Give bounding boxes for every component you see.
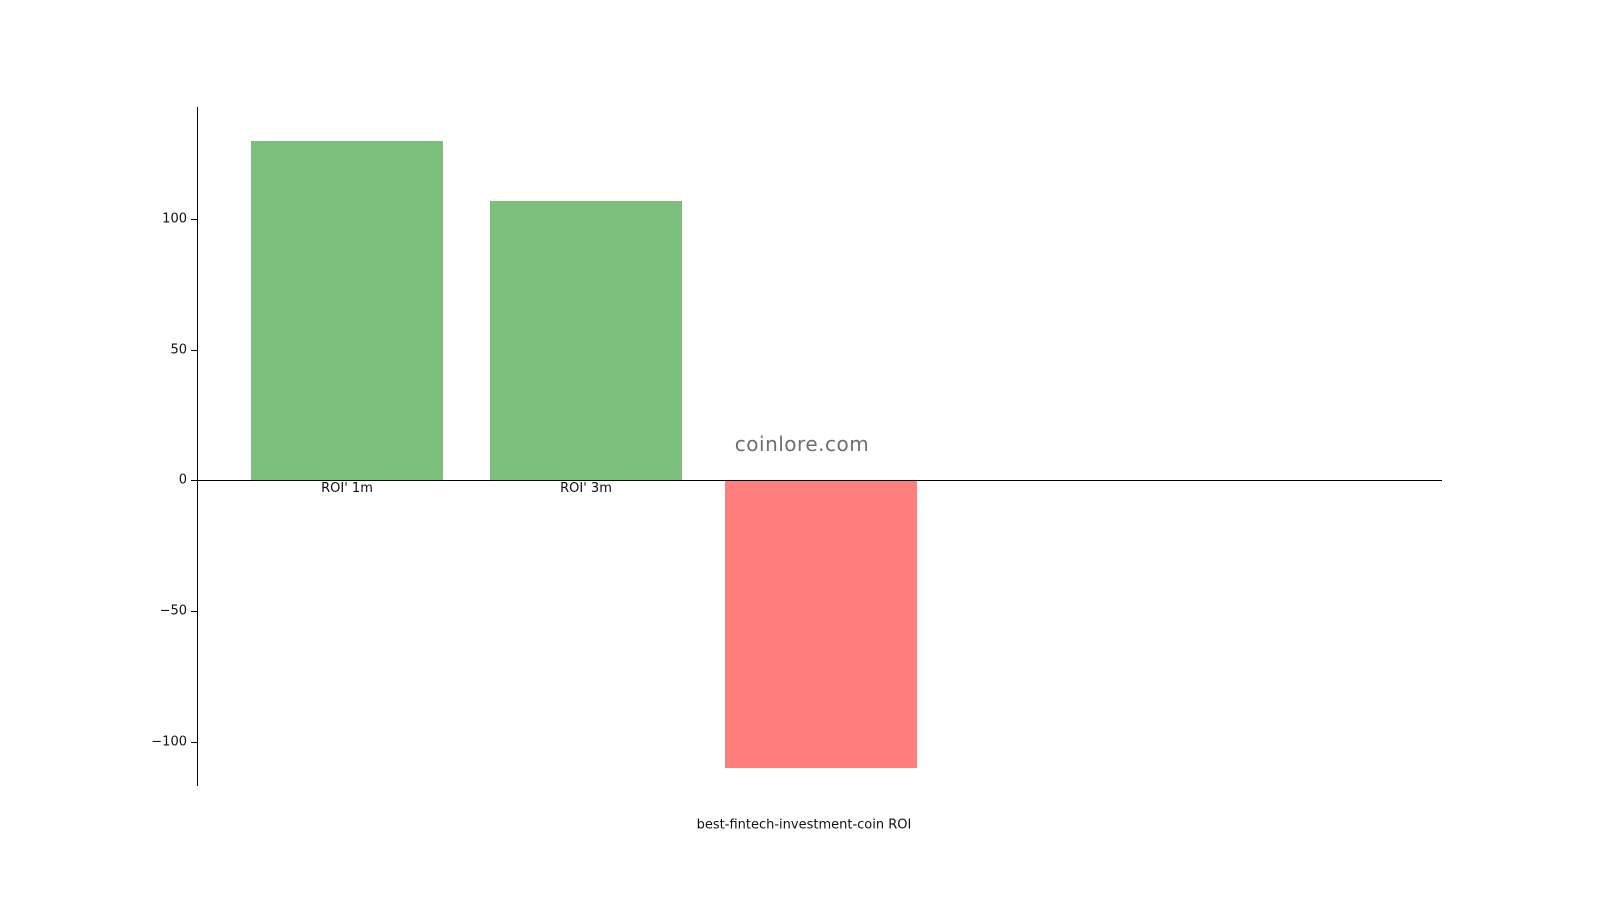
x-tick-label: ROI' 1m: [321, 481, 373, 496]
y-tick-mark: [191, 219, 197, 220]
watermark-text: coinlore.com: [734, 432, 870, 456]
y-tick-label: −100: [151, 734, 187, 750]
chart-title: best-fintech-investment-coin ROI: [696, 817, 912, 833]
y-tick-mark: [191, 742, 197, 743]
x-tick-label: ROI' 3m: [560, 481, 612, 496]
x-axis-spine: [197, 480, 1442, 481]
bar-unlabeled-2: [725, 480, 917, 768]
y-tick-mark: [191, 480, 197, 481]
y-tick-label: −50: [159, 603, 187, 619]
y-tick-label: 50: [170, 342, 187, 358]
bar-roi-1m: [251, 141, 443, 480]
y-tick-mark: [191, 611, 197, 612]
y-tick-mark: [191, 350, 197, 351]
y-tick-label: 100: [162, 211, 187, 227]
y-axis-spine: [197, 107, 198, 786]
bar-roi-3m: [490, 201, 682, 480]
y-tick-label: 0: [178, 472, 187, 488]
